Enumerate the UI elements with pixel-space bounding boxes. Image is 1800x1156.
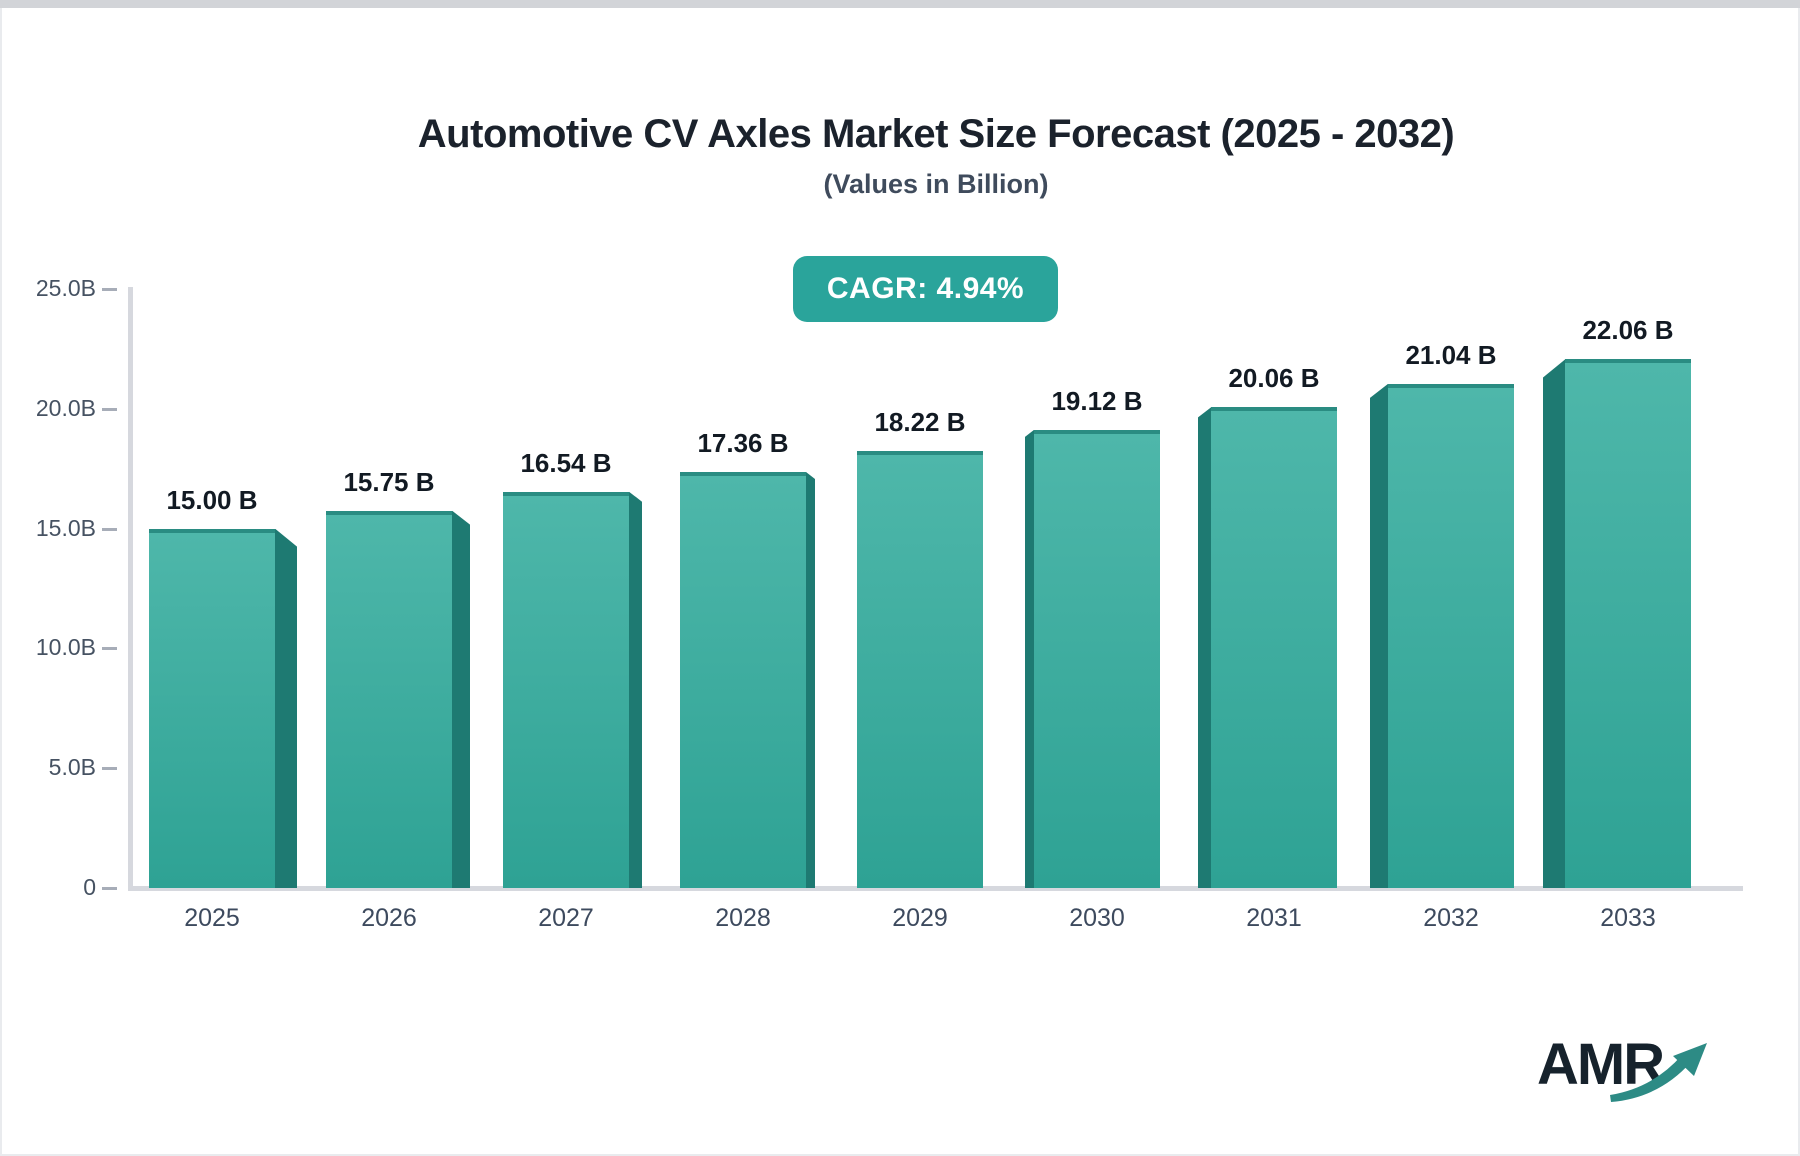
y-axis-tick xyxy=(102,767,117,771)
bar-2032 xyxy=(1388,383,1514,888)
x-axis-label: 2026 xyxy=(361,904,417,932)
amr-logo: AMR xyxy=(1537,1032,1717,1112)
bar-3d-side-2025 xyxy=(275,528,297,888)
bar-2029 xyxy=(857,451,983,888)
bar-value-label: 17.36 B xyxy=(697,428,789,459)
y-axis-tick-label: 15.0B xyxy=(35,514,96,541)
bar-value-label: 15.75 B xyxy=(343,466,435,497)
cagr-badge: CAGR: 4.94% xyxy=(793,256,1058,322)
x-axis-label: 2025 xyxy=(184,904,240,932)
y-axis-tick xyxy=(102,407,117,411)
x-axis-label: 2031 xyxy=(1246,904,1302,932)
bar-2033 xyxy=(1565,359,1691,888)
y-axis-tick xyxy=(102,647,117,651)
bar-2025 xyxy=(149,528,275,888)
bar-2028 xyxy=(680,472,806,888)
bar-value-label: 18.22 B xyxy=(874,407,966,438)
bar-2031 xyxy=(1211,407,1337,888)
chart-title: Automotive CV Axles Market Size Forecast… xyxy=(417,112,1455,156)
x-axis-label: 2029 xyxy=(892,904,948,932)
bar-2027 xyxy=(503,491,629,888)
y-axis-tick-label: 5.0B xyxy=(48,754,96,781)
bar-value-label: 21.04 B xyxy=(1405,339,1497,370)
x-axis-label: 2032 xyxy=(1423,904,1479,932)
x-axis-line xyxy=(128,886,1743,891)
y-axis-tick xyxy=(102,887,117,890)
x-axis-label: 2027 xyxy=(538,904,594,932)
chart-header: Automotive CV Axles Market Size Forecast… xyxy=(72,112,1800,200)
bar-3d-side-2032 xyxy=(1370,383,1388,888)
bar-value-label: 16.54 B xyxy=(520,447,612,478)
y-axis-line xyxy=(128,287,133,891)
bar-3d-side-2027 xyxy=(629,491,642,888)
x-axis-label: 2033 xyxy=(1600,904,1656,932)
bar-2030 xyxy=(1034,429,1160,888)
x-axis-label: 2030 xyxy=(1069,904,1125,932)
bar-3d-side-2030 xyxy=(1025,429,1034,888)
bar-2026 xyxy=(326,510,452,888)
chart-subtitle: (Values in Billion) xyxy=(823,169,1049,199)
bar-value-label: 15.00 B xyxy=(166,484,258,515)
page-top-border xyxy=(0,0,1800,8)
bar-3d-side-2033 xyxy=(1543,359,1565,888)
bar-3d-side-2026 xyxy=(452,510,470,888)
bar-3d-side-2028 xyxy=(806,472,815,888)
bar-value-label: 22.06 B xyxy=(1582,315,1674,346)
x-axis-label: 2028 xyxy=(715,904,771,932)
bar-value-label: 19.12 B xyxy=(1051,385,1143,416)
y-axis-tick-label: 10.0B xyxy=(35,634,96,661)
y-axis-tick-label: 25.0B xyxy=(35,275,96,301)
y-axis-tick xyxy=(102,288,117,291)
y-axis-tick-label: 0 xyxy=(83,874,96,900)
y-axis-tick xyxy=(102,527,117,531)
bar-value-label: 20.06 B xyxy=(1228,363,1320,394)
amr-logo-text: AMR xyxy=(1537,1032,1665,1097)
bar-3d-side-2031 xyxy=(1198,407,1211,888)
y-axis-tick-label: 20.0B xyxy=(35,394,96,421)
trend-up-arrow-icon xyxy=(1610,1043,1707,1102)
